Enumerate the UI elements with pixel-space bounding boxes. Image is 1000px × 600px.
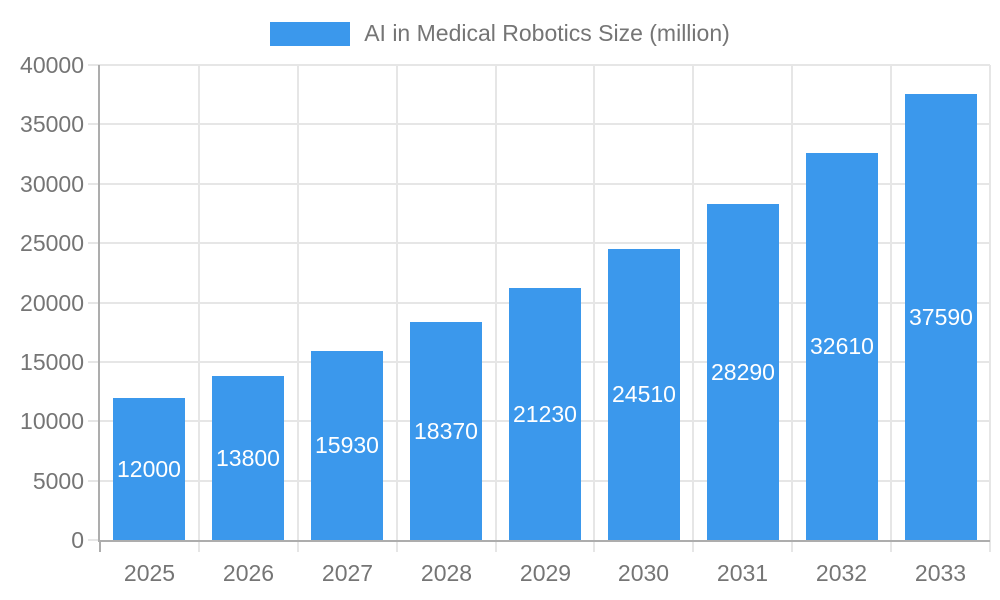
bar-2028[interactable]: 18370 (410, 322, 482, 540)
v-gridline (890, 65, 893, 540)
v-gridline (593, 65, 596, 540)
x-axis-line (98, 540, 990, 542)
bar-2027[interactable]: 15930 (311, 351, 383, 540)
v-gridline (989, 65, 991, 540)
x-axis-tick (395, 540, 398, 552)
y-axis-tick (88, 182, 100, 185)
y-axis-tick (88, 360, 100, 363)
x-axis-label: 2029 (519, 560, 572, 586)
y-axis-label: 25000 (20, 230, 84, 257)
x-axis-label: 2030 (617, 560, 670, 586)
x-axis-label: 2033 (914, 560, 967, 586)
x-axis-tick (593, 540, 596, 552)
h-gridline (100, 123, 990, 126)
bar-value-label: 28290 (711, 358, 775, 385)
y-axis-tick (88, 301, 100, 304)
bar-value-label: 32610 (810, 333, 874, 359)
y-axis-label: 30000 (20, 170, 84, 197)
v-gridline (296, 65, 299, 540)
y-axis-tick (88, 420, 100, 423)
legend-swatch (270, 21, 351, 46)
y-axis-label: 35000 (20, 111, 84, 138)
v-gridline (494, 65, 497, 540)
v-gridline (692, 65, 695, 540)
bar-2026[interactable]: 13800 (212, 376, 284, 540)
x-axis-tick (692, 540, 695, 552)
x-axis-label: 2028 (420, 560, 473, 586)
v-gridline (197, 65, 200, 540)
x-axis-tick (296, 540, 299, 552)
y-axis-label: 5000 (32, 467, 84, 494)
bar-value-label: 12000 (117, 456, 181, 482)
bar-2025[interactable]: 12000 (113, 398, 185, 541)
bar-2033[interactable]: 37590 (905, 94, 977, 540)
x-axis-tick (197, 540, 200, 552)
x-axis-label: 2031 (716, 560, 769, 586)
x-axis-label: 2025 (123, 560, 176, 586)
bar-2030[interactable]: 24510 (608, 249, 680, 540)
y-axis-tick (88, 479, 100, 482)
v-gridline (791, 65, 794, 540)
x-axis-tick (989, 540, 991, 552)
y-axis-tick (88, 123, 100, 126)
legend[interactable]: AI in Medical Robotics Size (million) (0, 20, 1000, 47)
bar-value-label: 15930 (315, 432, 379, 458)
x-axis-label: 2026 (222, 560, 275, 586)
y-axis-line (98, 65, 100, 542)
x-axis-label: 2027 (321, 560, 374, 586)
bar-value-label: 13800 (216, 444, 280, 471)
legend-label: AI in Medical Robotics Size (million) (364, 20, 730, 46)
bar-value-label: 37590 (909, 303, 973, 330)
x-axis-tick (890, 540, 893, 552)
y-axis-tick (88, 64, 100, 66)
y-axis-label: 20000 (20, 289, 84, 316)
y-axis-label: 40000 (20, 52, 84, 78)
h-gridline (100, 64, 990, 66)
y-axis-label: 0 (71, 527, 84, 553)
x-axis-tick (791, 540, 794, 552)
h-gridline (100, 242, 990, 245)
h-gridline (100, 182, 990, 185)
bar-2031[interactable]: 28290 (707, 204, 779, 540)
x-axis-tick (494, 540, 497, 552)
x-axis-tick (99, 540, 101, 552)
bar-value-label: 24510 (612, 381, 676, 407)
bar-value-label: 21230 (513, 400, 577, 427)
bar-2032[interactable]: 32610 (806, 153, 878, 540)
bar-2029[interactable]: 21230 (509, 288, 581, 540)
y-axis-tick (88, 539, 100, 541)
y-axis-label: 15000 (20, 348, 84, 375)
x-axis-label: 2032 (815, 560, 868, 586)
bar-value-label: 18370 (414, 417, 478, 444)
y-axis-label: 10000 (20, 408, 84, 435)
y-axis-tick (88, 242, 100, 245)
v-gridline (395, 65, 398, 540)
